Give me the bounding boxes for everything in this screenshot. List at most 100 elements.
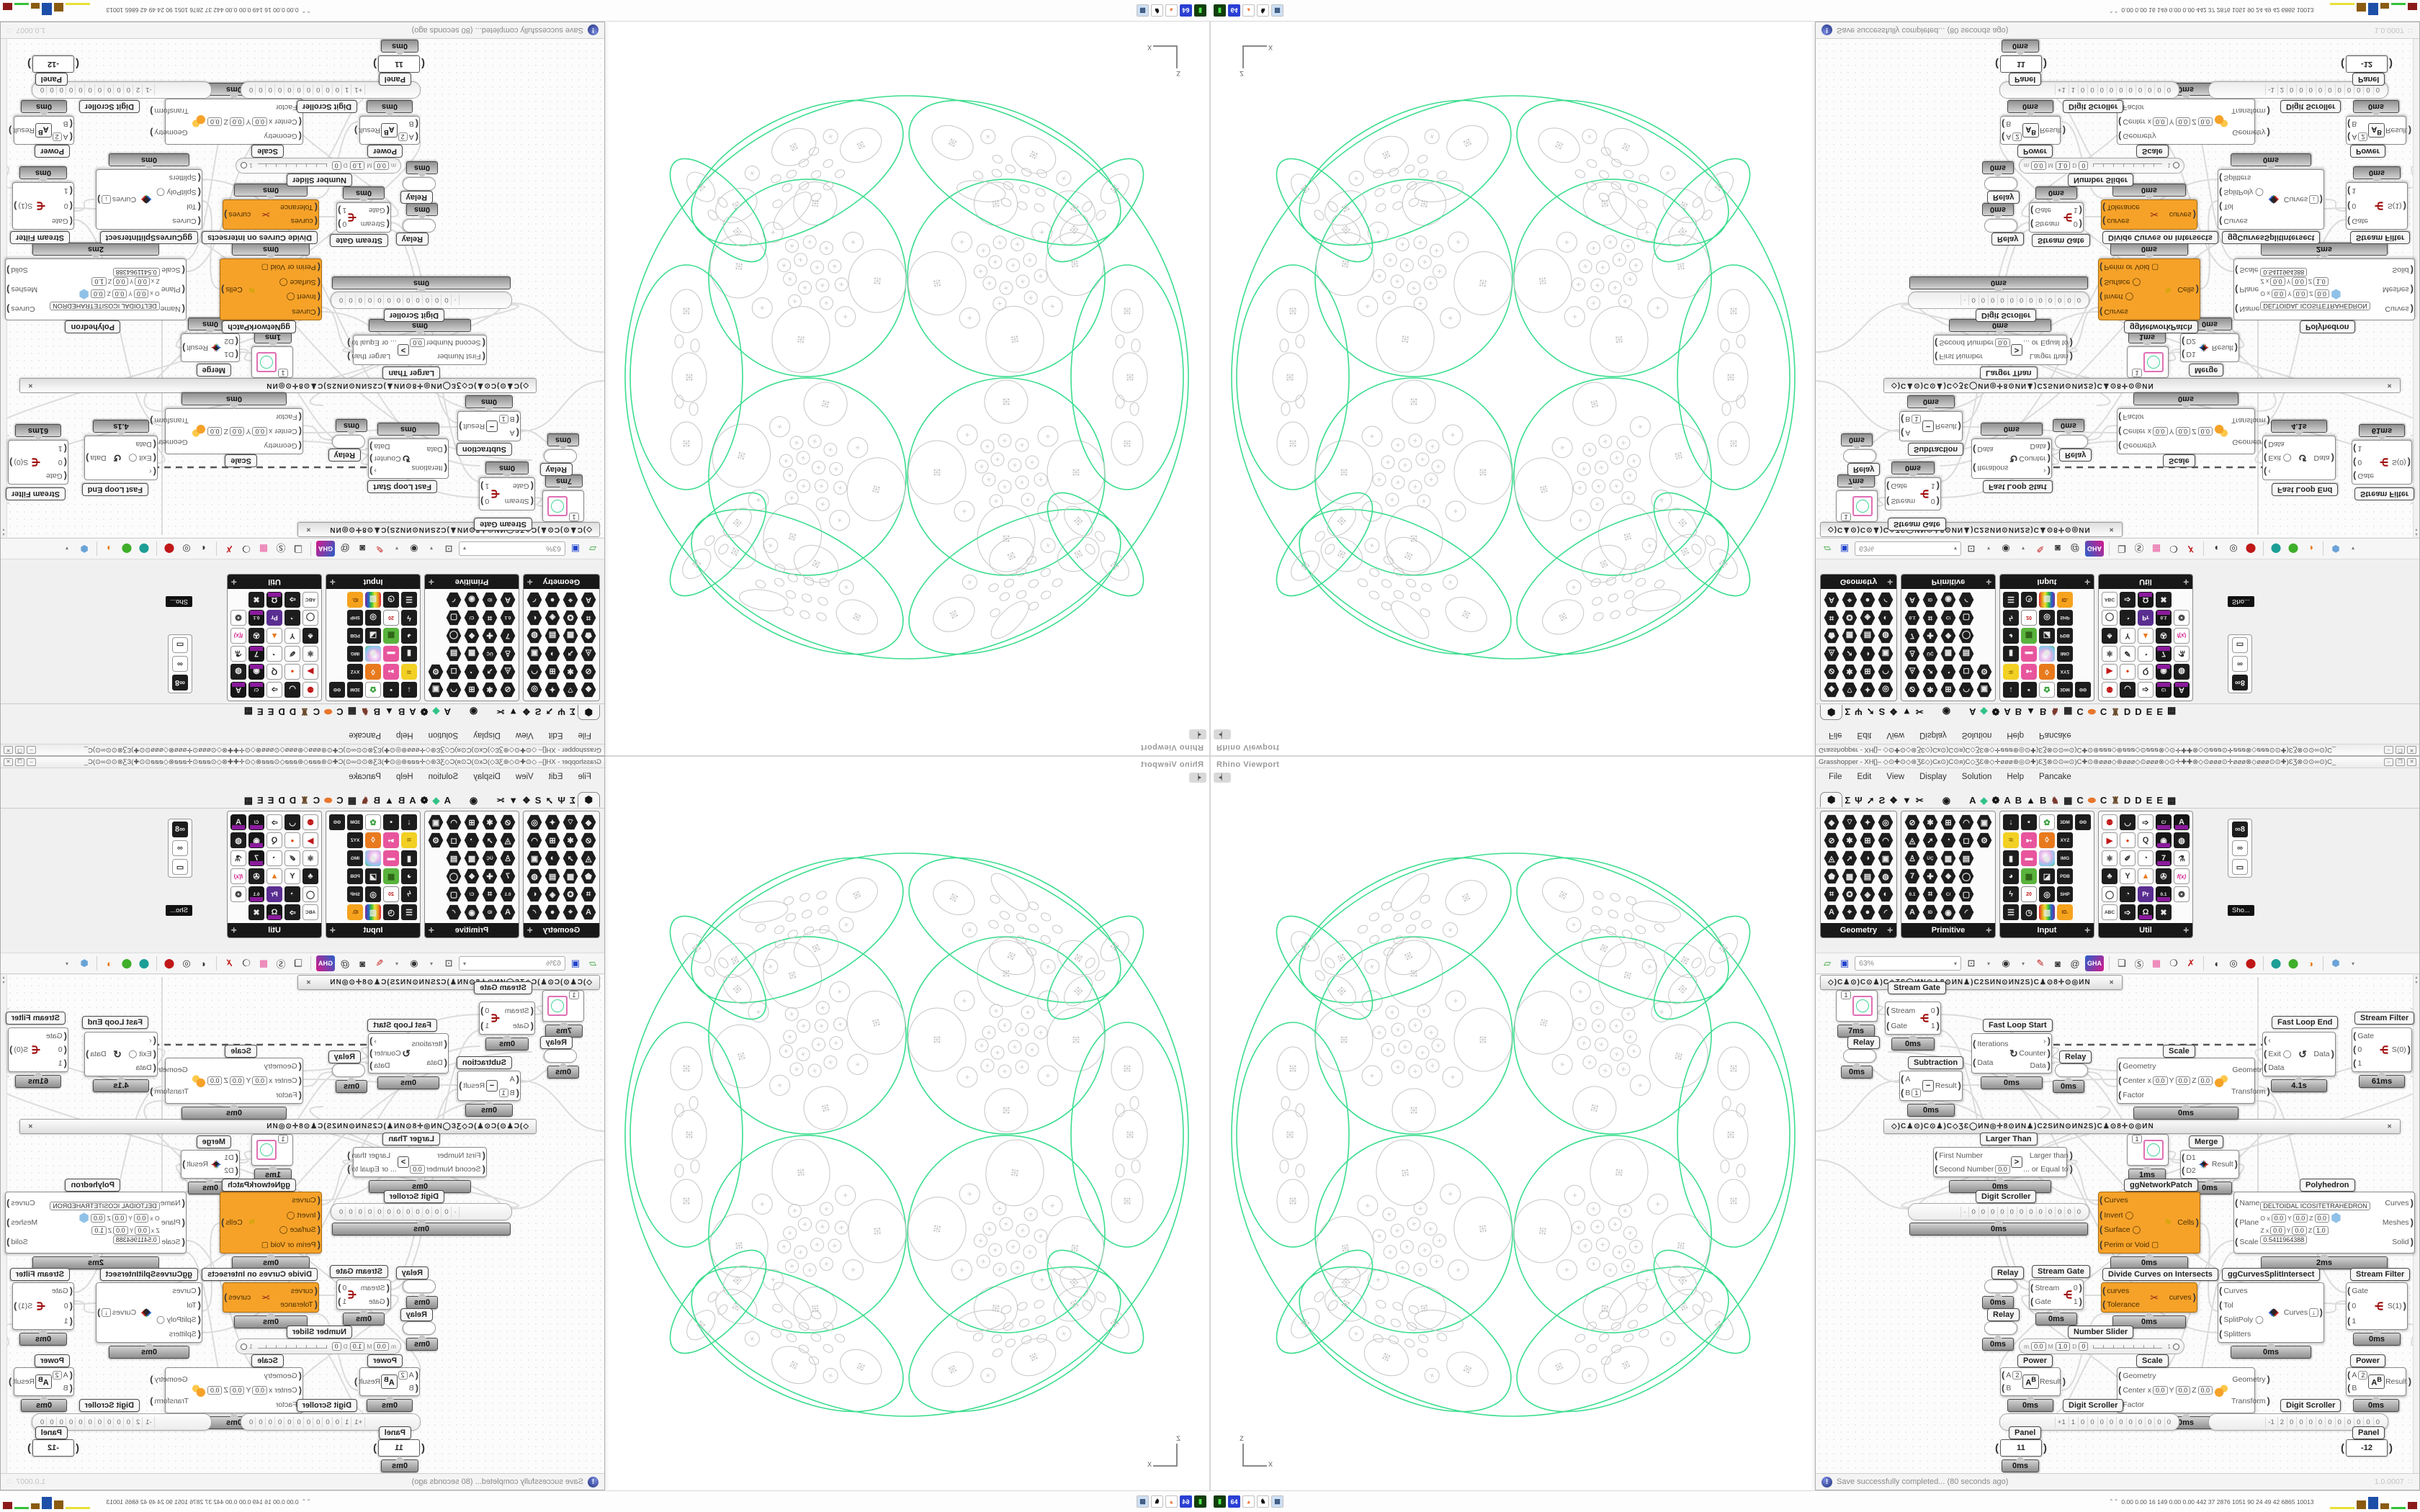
value-box[interactable]: 0.0 [410,1164,425,1174]
ribbon-tile[interactable]: ▲ [266,628,282,644]
category-tab[interactable]: Ψ [557,795,565,806]
close-button[interactable]: ✕ [4,746,13,754]
ribbon-tile[interactable]: 7 [2156,646,2172,662]
ribbon-tile[interactable]: ⚗ [230,850,246,866]
ribbon-tile[interactable]: ≈ [401,832,417,848]
component-relay[interactable] [403,1279,436,1293]
ribbon-tile[interactable]: ▩ [563,628,578,644]
ribbon-tile[interactable]: ID. [347,904,363,920]
input-port[interactable]: (0 [46,1044,67,1055]
value-box[interactable]: 0.0 [2153,117,2168,126]
output-port[interactable]: Curves) [2383,1198,2414,1207]
category-tab[interactable]: D [2135,795,2142,806]
ribbon-tile[interactable]: ≈ [401,664,417,680]
ribbon-tile[interactable]: ☰ [2003,592,2019,608]
ribbon-tile[interactable]: ⌔ [563,814,578,830]
input-port[interactable]: (1 [46,444,67,454]
digit-cell[interactable]: 0 [124,84,133,96]
digit-cell[interactable]: 0 [1997,1206,2006,1218]
output-port[interactable]: 0) [2074,220,2082,230]
ribbon-tile[interactable]: Pr [266,610,282,626]
input-port[interactable]: (Factor [2118,412,2213,423]
output-port[interactable]: curves) [224,1292,251,1302]
category-tab[interactable]: E [2146,795,2153,806]
ribbon-tile[interactable]: ◜ [446,904,462,920]
input-port[interactable]: (SplitPoly ◯ [2219,1315,2264,1324]
nameplate-panel[interactable]: Panel [2352,73,2385,86]
ribbon-tile[interactable]: ◻ [1958,832,1974,848]
scribble-bar[interactable]: ◇)С♟⊙)С⊙♟)С◇ƷƐ◯ИN◎✛8⊙ИN♟)С2SИN⊙ИN2S)С♟⊙8… [19,1119,537,1134]
nameplate-power[interactable]: Power [34,1354,70,1367]
category-tab[interactable]: ▩ [243,706,253,717]
digit-cell[interactable]: -1 [2265,1416,2276,1428]
ribbon-tile[interactable]: ◈ [544,886,560,902]
value-box[interactable]: 1 [1841,991,1851,999]
ribbon-tile[interactable]: ◉ [464,904,480,920]
sketch-button[interactable]: ✎ [375,958,384,968]
nameplate-divide-curves-on-intersects[interactable]: Divide Curves on Intersects [2102,231,2218,244]
input-port[interactable]: (Perim or Void ▢ [261,262,321,273]
digit-cell[interactable]: 0 [1997,294,2007,306]
ribbon-tile[interactable]: ◕ [2003,628,2019,644]
ribbon-tile[interactable]: A [1904,904,1920,920]
nameplate-digit-scroller[interactable]: Digit Scroller [383,309,444,322]
output-port[interactable]: Larger than) [347,1150,397,1161]
nameplate-divide-curves-on-intersects[interactable]: Divide Curves on Intersects [202,231,318,244]
ribbon-tile[interactable]: IMG [2057,646,2073,662]
input-port[interactable]: (1 [2353,444,2374,454]
menu-edit[interactable]: Edit [548,731,563,740]
ribbon-tile[interactable]: XYZ [347,664,363,680]
output-port[interactable]: Transform) [150,415,189,426]
component-panel[interactable]: -12 [32,55,74,73]
input-port[interactable]: (B 1 [1901,1088,1922,1097]
popup-tile[interactable]: ∞8 [172,675,188,690]
input-port[interactable]: (A [499,428,519,439]
digit-cell[interactable]: 0 [115,84,124,96]
ribbon-tile[interactable]: ◜ [1958,592,1974,608]
digit-cell[interactable]: 0 [432,294,442,306]
input-port[interactable]: (‹ [128,1035,156,1045]
nameplate-larger-than[interactable]: Larger Than [382,366,440,379]
ribbon-tile[interactable]: ◔ [284,610,300,626]
category-tab[interactable]: ⬢ [1820,705,1843,720]
ribbon-tile[interactable]: ♣ [2102,628,2118,644]
component-scale[interactable]: (Geometry(Center x0.0 Y0.0 Z0.0(FactorGe… [2117,1367,2270,1413]
input-port[interactable]: (Scale [161,1236,185,1247]
nameplate-digit-scroller[interactable]: Digit Scroller [2280,1399,2341,1412]
output-port[interactable]: 0) [2074,1283,2082,1292]
category-tab[interactable]: ◆ [1980,795,1988,806]
ribbon-tile[interactable]: 20 [2021,886,2037,902]
nameplate-panel[interactable]: Panel [2009,73,2042,86]
input-port[interactable]: (Stream [361,220,390,230]
ribbon-tile[interactable]: ◆ [581,814,596,830]
panel-label[interactable]: Util ✛ [228,923,321,937]
nameplate-stream-filter[interactable]: Stream Filter [9,1268,70,1281]
digit-cell[interactable]: 0 [2106,1416,2115,1428]
input-port[interactable]: (Surface ◯ [2099,1225,2159,1234]
input-port[interactable]: (Geometry [207,131,302,142]
category-tab[interactable]: Ψ [1855,706,1863,717]
input-port[interactable]: (Surface ◯ [2099,277,2159,288]
close-icon[interactable]: ✕ [27,1123,33,1130]
sketch-button[interactable]: ✎ [2036,958,2045,968]
output-port[interactable]: Data) [2313,1049,2334,1058]
nameplate-relay[interactable]: Relay [1847,1036,1881,1049]
category-tab[interactable]: ♜ [300,706,309,717]
ribbon-tile[interactable]: ♙ [500,646,516,662]
ribbon-tile[interactable]: ▬ [383,646,399,662]
value-box[interactable]: 0.0 [1995,1164,2010,1174]
ribbon-tile[interactable]: ❖ [1940,628,1956,644]
component-relay[interactable] [1843,1049,1876,1063]
digit-cell[interactable]: 0 [375,294,385,306]
digit-cell[interactable]: 0 [2145,84,2154,96]
nameplate-stream-filter[interactable]: Stream Filter [2350,1268,2411,1281]
digit-cell[interactable]: 0 [285,1416,295,1428]
slider-max[interactable]: 1.0 [349,161,365,170]
input-port[interactable]: (Name [161,304,185,315]
nameplate-power[interactable]: Power [2350,1354,2386,1367]
ribbon-tile[interactable]: ♣ [302,628,318,644]
output-port[interactable]: Data) [2313,453,2334,464]
output-port[interactable]: S(1)) [2388,1301,2406,1310]
ribbon-tile[interactable]: ⚉ [2102,682,2118,698]
category-tab[interactable]: ♞ [360,706,369,717]
